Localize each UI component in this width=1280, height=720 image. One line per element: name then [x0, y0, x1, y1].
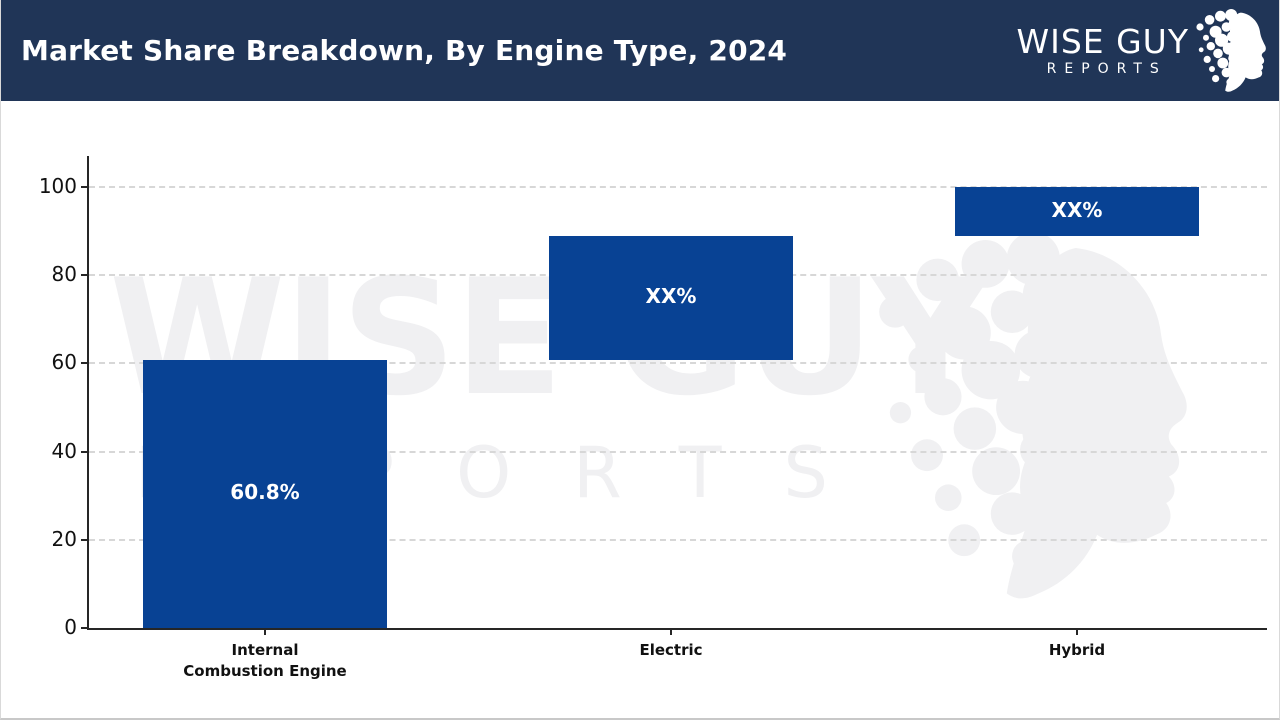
x-tick-label-2: Hybrid: [1048, 641, 1106, 659]
y-tick-60: [81, 362, 89, 365]
logo-subtext: REPORTS: [1046, 60, 1167, 77]
y-tick-20: [81, 538, 89, 541]
x-tick-label-0: Internal Combustion Engine: [183, 641, 347, 680]
x-axis-line: [87, 628, 1267, 630]
y-tick-label-40: 40: [51, 438, 77, 463]
gridline-20: [89, 538, 1267, 541]
y-tick-label-0: 0: [64, 615, 77, 639]
bar-value-label: XX%: [645, 284, 697, 309]
gridline-40: [89, 450, 1267, 453]
y-tick-100: [81, 186, 89, 188]
y-tick-label-20: 20: [51, 526, 77, 551]
y-tick-0: [81, 627, 89, 629]
bar-internal-combustion-engine: [143, 359, 387, 628]
y-axis-line: [87, 156, 89, 630]
bar-value-label: 60.8%: [230, 479, 300, 504]
x-tick-1: [670, 628, 672, 635]
y-tick-40: [81, 450, 89, 453]
x-tick-label-1: Electric: [639, 641, 703, 659]
gridline-100: [89, 186, 1267, 188]
y-tick-80: [81, 274, 89, 277]
header-bar: Market Share Breakdown, By Engine Type, …: [1, 0, 1279, 101]
x-tick-2: [1076, 628, 1078, 635]
brand-logo: WISE GUY REPORTS: [1016, 8, 1267, 94]
y-tick-label-80: 80: [51, 262, 77, 287]
y-tick-label-100: 100: [38, 174, 77, 198]
bar-value-label: XX%: [1051, 197, 1103, 222]
page-title: Market Share Breakdown, By Engine Type, …: [21, 34, 788, 67]
brand-logo-text: WISE GUY REPORTS: [1016, 25, 1189, 77]
logo-wordmark: WISE GUY: [1016, 22, 1189, 62]
y-tick-label-60: 60: [51, 350, 77, 375]
bar-electric: [549, 236, 793, 360]
bar-hybrid: [955, 187, 1199, 237]
logo-face-icon: [1193, 9, 1267, 93]
x-tick-0: [264, 628, 266, 635]
gridline-60: [89, 362, 1267, 365]
